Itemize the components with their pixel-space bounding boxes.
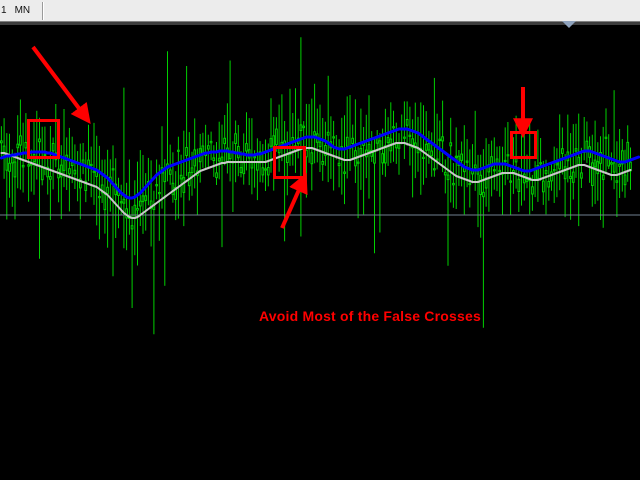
price-chart[interactable] [0, 25, 640, 480]
chevron-down-icon[interactable] [562, 21, 576, 28]
toolbar-bottom-border [0, 22, 640, 25]
toolbar-item-period-mn[interactable]: MN [14, 4, 31, 16]
blue-ma-line [0, 127, 640, 200]
white-ma-line [0, 142, 632, 219]
toolbar-separator [42, 1, 45, 20]
toolbar-item-period-1[interactable]: 1 [1, 4, 7, 16]
candlestick-series [0, 37, 632, 335]
chart-canvas [0, 37, 640, 335]
toolbar: 1 MN [0, 0, 640, 22]
